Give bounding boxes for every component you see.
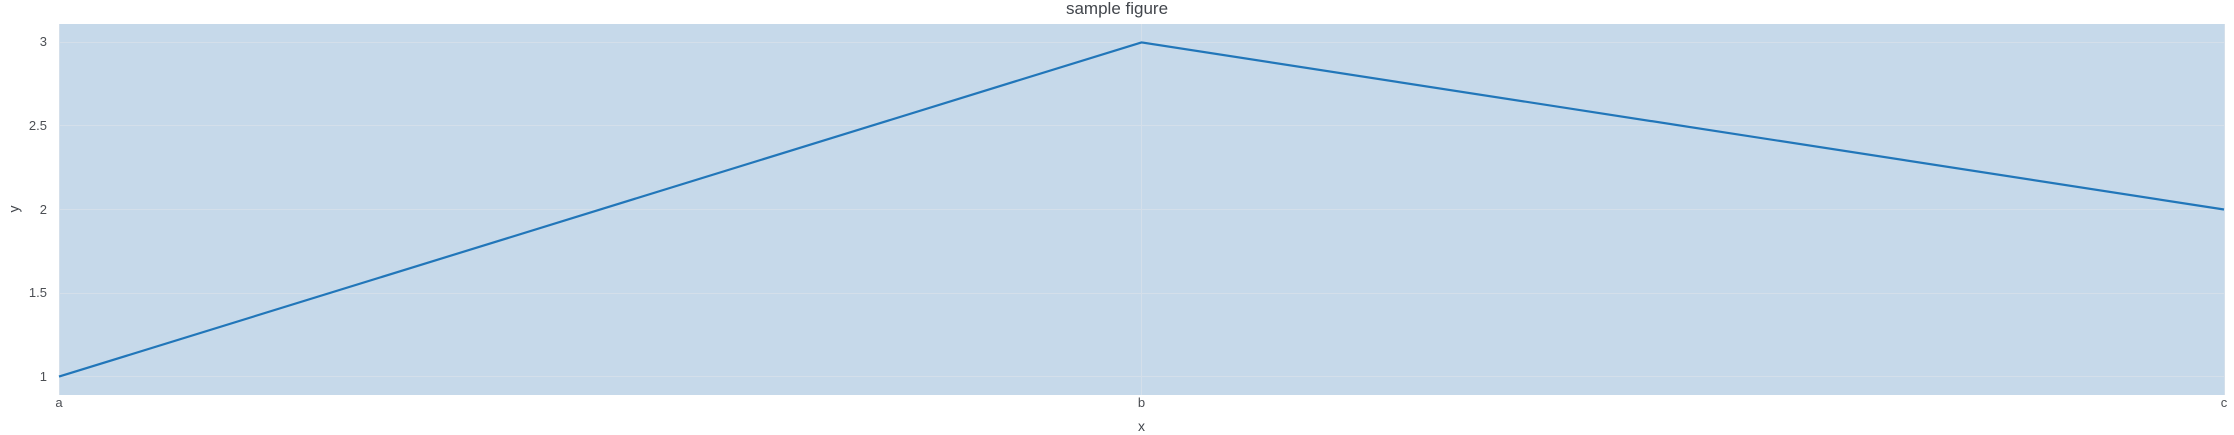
- y-tick-label: 3: [39, 34, 47, 50]
- y-tick-label: 1.5: [28, 285, 47, 301]
- x-tick-label: b: [1137, 395, 1146, 410]
- y-axis-ticks: 1 1.5 2 2.5 3: [0, 24, 53, 395]
- y-tick-label: 2.5: [28, 117, 47, 133]
- x-axis-ticks: a b c: [55, 395, 2227, 412]
- gridline-horizontal: [59, 125, 2224, 127]
- x-tick-label: a: [55, 395, 63, 410]
- y-tick-label: 2: [39, 201, 47, 217]
- chart-title: sample figure: [1065, 0, 1169, 18]
- gridline-horizontal: [59, 209, 2224, 210]
- x-tick-label: c: [2220, 395, 2228, 410]
- gridline-horizontal: [59, 292, 2224, 294]
- line-series: [59, 24, 2224, 395]
- y-axis-title: y: [5, 205, 22, 213]
- x-axis-title: x: [1138, 418, 1145, 434]
- gridline-horizontal: [59, 376, 2224, 378]
- series-line: [59, 42, 2224, 376]
- y-tick-label: 1: [39, 368, 47, 384]
- plot-area[interactable]: [58, 24, 2225, 395]
